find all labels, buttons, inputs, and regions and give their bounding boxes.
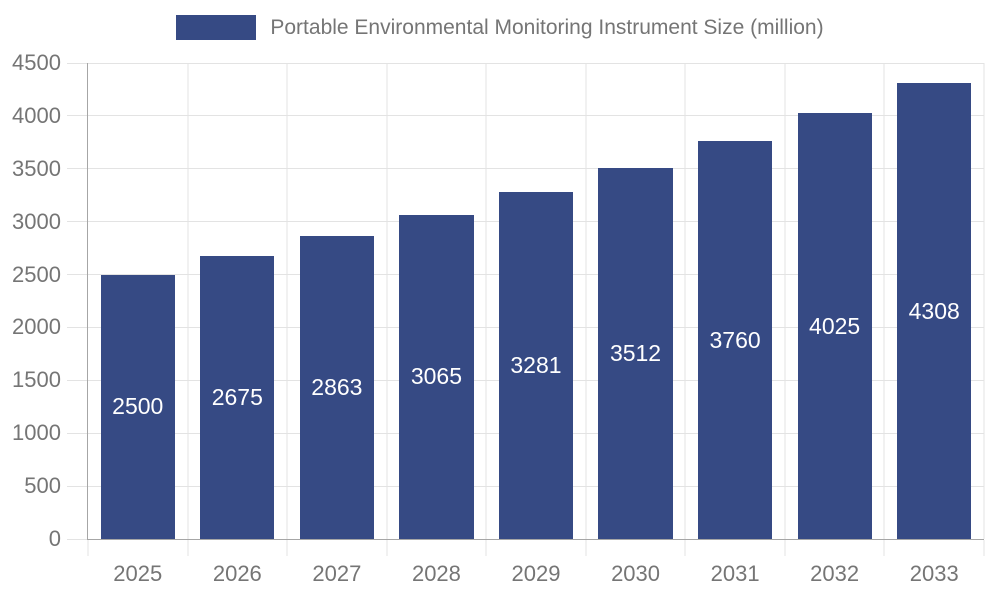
bar-slot: 2500 — [88, 63, 188, 539]
y-axis-tick — [67, 62, 87, 64]
y-tick-label: 4500 — [12, 50, 61, 75]
y-gridline — [88, 115, 984, 117]
x-axis-tick — [585, 540, 587, 556]
x-tick-label: 2031 — [710, 561, 760, 586]
y-axis-tick — [67, 221, 87, 223]
bar-slot: 4025 — [785, 63, 885, 539]
bar-2030[interactable]: 3512 — [598, 167, 673, 539]
bar-value-label: 3760 — [709, 326, 761, 353]
bar-2025[interactable]: 2500 — [100, 274, 175, 539]
y-gridline — [88, 62, 984, 64]
x-axis-tick — [187, 540, 189, 556]
legend[interactable]: Portable Environmental Monitoring Instru… — [0, 15, 1000, 40]
plot-area: 0 500 1000 1500 2000 2500 3000 3500 4000 4500 2025… — [12, 51, 985, 586]
x-tick-label: 2033 — [909, 561, 959, 586]
x-gridline — [684, 63, 686, 539]
bar-2027[interactable]: 2863 — [299, 236, 374, 539]
y-tick-label: 2500 — [12, 261, 61, 287]
x-axis-tick — [485, 540, 487, 556]
bar-2031[interactable]: 3760 — [698, 141, 773, 539]
bar-slot: 3281 — [486, 63, 586, 539]
x-axis-tick — [983, 540, 985, 556]
x-axis-tick — [286, 540, 288, 556]
x-gridline — [784, 63, 786, 539]
bar-value-label: 4025 — [809, 312, 861, 339]
x-tick-label: 2027 — [312, 561, 362, 586]
y-axis-tick — [67, 326, 87, 328]
bar-value-label: 3512 — [609, 339, 662, 366]
y-axis-tick — [67, 274, 87, 276]
x-gridline — [386, 63, 388, 539]
x-tick-label: 2030 — [611, 561, 661, 586]
y-gridline — [88, 168, 984, 170]
bar-2026[interactable]: 2675 — [200, 256, 275, 539]
y-tick-label: 3500 — [12, 155, 61, 181]
bar-2032[interactable]: 4025 — [797, 113, 872, 539]
x-axis-tick — [386, 540, 388, 556]
x-tick-label: 2029 — [511, 561, 561, 586]
bar-slot: 2863 — [287, 63, 387, 539]
bar-slot: 2675 — [188, 63, 288, 539]
bar-slot: 3512 — [586, 63, 686, 539]
bar-slot: 3760 — [685, 63, 785, 539]
y-axis-tick — [67, 432, 87, 434]
bar-slot: 3065 — [387, 63, 487, 539]
y-axis-tick — [67, 379, 87, 381]
legend-label: Portable Environmental Monitoring Instru… — [270, 15, 824, 39]
x-gridline — [286, 63, 288, 539]
bar-value-label: 2863 — [311, 374, 363, 401]
x-axis-tick — [784, 540, 786, 556]
y-axis-tick — [67, 538, 87, 540]
bar-2028[interactable]: 3065 — [399, 214, 474, 539]
x-axis-tick — [883, 540, 885, 556]
x-gridline — [983, 63, 985, 539]
x-axis-tick — [87, 540, 89, 556]
x-tick-label: 2028 — [411, 561, 461, 586]
y-tick-label: 4000 — [12, 102, 61, 128]
y-tick-label: 3000 — [12, 208, 61, 234]
x-gridline — [585, 63, 587, 539]
y-axis-tick — [67, 168, 87, 170]
y-tick-label: 500 — [24, 473, 61, 499]
x-gridline — [883, 63, 885, 539]
bar-value-label: 3281 — [510, 351, 562, 378]
bar-value-label: 4308 — [908, 297, 960, 324]
legend-swatch — [176, 15, 257, 40]
bar-2033[interactable]: 4308 — [897, 83, 972, 539]
bar-value-label: 3065 — [410, 363, 462, 390]
y-axis-tick — [67, 115, 87, 117]
x-gridline — [485, 63, 487, 539]
bar-value-label: 2500 — [112, 393, 164, 420]
bar-slot: 4308 — [884, 63, 984, 539]
y-tick-label: 1000 — [12, 420, 61, 446]
bar-value-label: 2675 — [211, 384, 263, 411]
x-tick-label: 2025 — [113, 561, 163, 586]
x-tick-label: 2026 — [212, 561, 262, 586]
x-axis-tick — [684, 540, 686, 556]
x-gridline — [187, 63, 189, 539]
x-tick-label: 2032 — [810, 561, 860, 586]
bar-2029[interactable]: 3281 — [498, 191, 574, 539]
y-tick-label: 2000 — [12, 314, 61, 340]
y-axis-tick — [67, 485, 87, 487]
y-tick-label: 0 — [48, 526, 61, 551]
y-tick-label: 1500 — [12, 367, 61, 393]
